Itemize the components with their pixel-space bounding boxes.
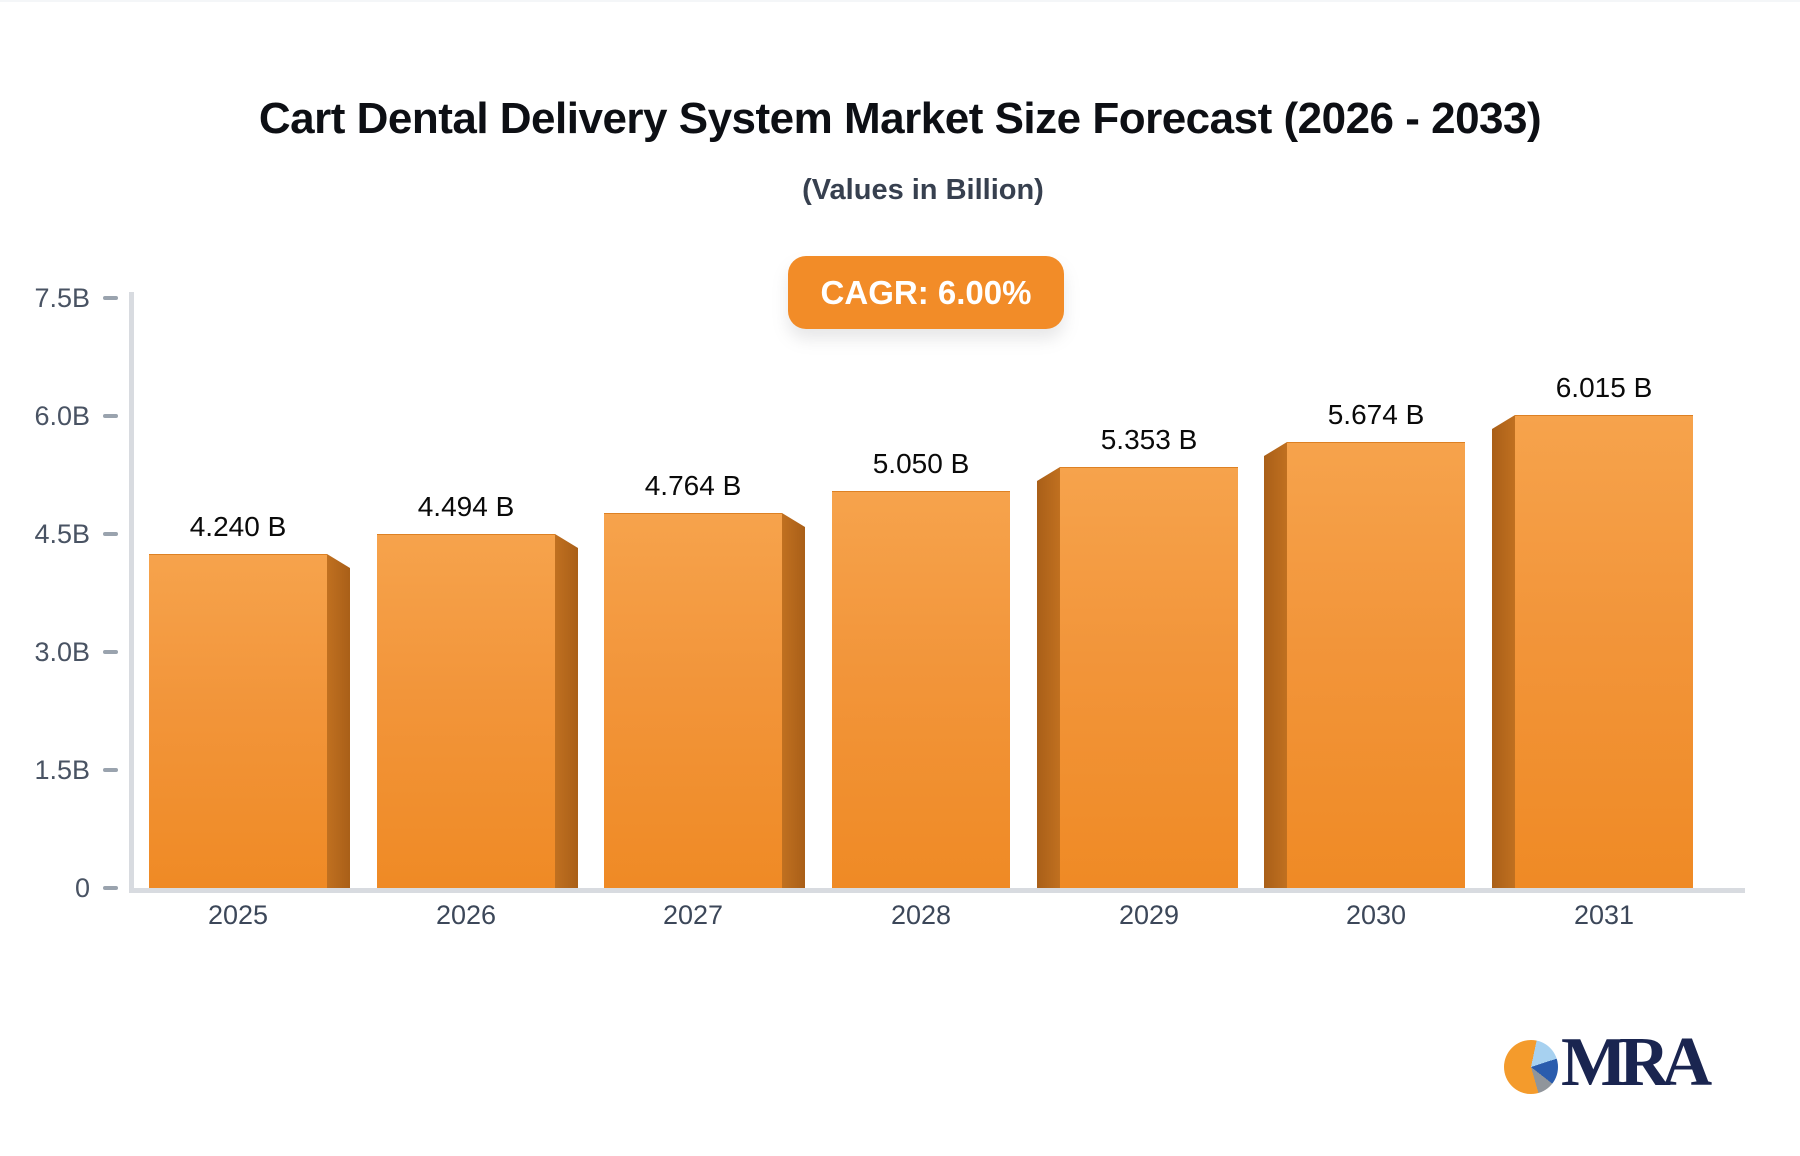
- bar-2028: [832, 491, 1010, 888]
- y-tick-mark: [103, 414, 118, 418]
- bar-value-label: 5.353 B: [1100, 424, 1198, 455]
- bar-value-label: 4.240 B: [189, 511, 287, 542]
- x-axis-baseline: [129, 888, 1745, 893]
- y-axis-line: [129, 292, 134, 892]
- bar-2025: [149, 554, 327, 888]
- y-tick-label: 1.5B: [34, 755, 90, 785]
- y-tick-mark: [103, 768, 118, 772]
- x-tick-label-2030: 2030: [1345, 900, 1407, 930]
- x-tick-label-2028: 2028: [890, 900, 952, 930]
- x-tick-label-2025: 2025: [207, 900, 269, 930]
- bar-3d-side: [555, 534, 578, 888]
- bar-3d-side: [1264, 442, 1287, 888]
- chart-title: Cart Dental Delivery System Market Size …: [258, 94, 1542, 143]
- x-tick-label-2027: 2027: [662, 900, 724, 930]
- bar-2027: [604, 513, 782, 888]
- y-tick-mark: [103, 650, 118, 654]
- bar-3d-side: [1037, 467, 1060, 888]
- bar-3d-side: [1492, 415, 1515, 888]
- x-tick-label-2026: 2026: [435, 900, 497, 930]
- y-tick-label: 0: [74, 873, 90, 903]
- cagr-badge: CAGR: 6.00%: [788, 256, 1064, 329]
- y-tick-mark: [103, 532, 118, 536]
- bar-2026: [377, 534, 555, 888]
- y-tick-label: 3.0B: [34, 637, 90, 667]
- bar-3d-side: [327, 554, 350, 888]
- x-tick-label-2029: 2029: [1118, 900, 1180, 930]
- x-tick-label-2031: 2031: [1573, 900, 1635, 930]
- y-tick-mark: [103, 886, 118, 890]
- chart-subtitle: (Values in Billion): [802, 174, 1044, 206]
- y-tick-mark: [103, 296, 118, 300]
- bar-2031: [1515, 415, 1693, 888]
- bar-value-label: 4.764 B: [644, 470, 742, 501]
- y-tick-label: 4.5B: [34, 519, 90, 549]
- y-tick-label: 6.0B: [34, 401, 90, 431]
- bar-3d-side: [782, 513, 805, 888]
- bar-value-label: 5.050 B: [872, 448, 970, 479]
- bar-2030: [1287, 442, 1465, 888]
- mra-logo: MRA: [1504, 1028, 1712, 1098]
- pie-chart-logo-icon: [1504, 1040, 1558, 1094]
- bar-value-label: 6.015 B: [1555, 372, 1653, 403]
- logo-text: MRA: [1561, 1024, 1712, 1101]
- cagr-badge-label: CAGR: 6.00%: [820, 273, 1032, 311]
- bar-value-label: 5.674 B: [1327, 399, 1425, 430]
- y-tick-label: 7.5B: [34, 283, 90, 313]
- bar-2029: [1060, 467, 1238, 888]
- bar-value-label: 4.494 B: [417, 491, 515, 522]
